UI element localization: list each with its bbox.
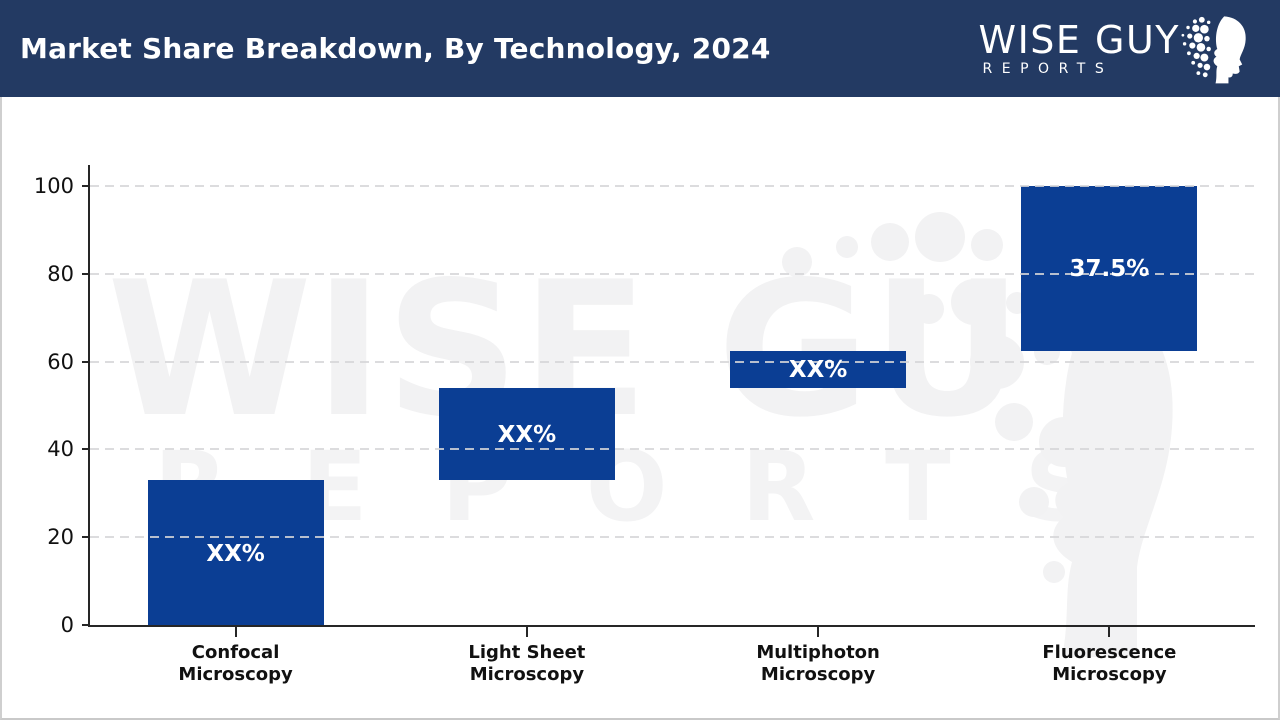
x-tick-multiphoton-microscopy bbox=[817, 627, 820, 637]
x-label-line: Confocal bbox=[191, 642, 280, 663]
bar-value-label-light-sheet-microscopy: XX% bbox=[497, 422, 557, 448]
chart-title: Market Share Breakdown, By Technology, 2… bbox=[20, 32, 771, 65]
gridline-100 bbox=[90, 185, 1255, 187]
wiseguy-logo-text: WISE GUY REPORTS bbox=[979, 21, 1180, 76]
y-tick-20 bbox=[82, 536, 90, 539]
y-tick-80 bbox=[82, 272, 90, 275]
bar-value-label-confocal-microscopy: XX% bbox=[206, 540, 265, 567]
x-axis-line bbox=[88, 625, 1255, 627]
x-tick-light-sheet-microscopy bbox=[525, 627, 528, 637]
x-label-line: Multiphoton bbox=[756, 642, 880, 663]
x-label-line: Microscopy bbox=[178, 664, 293, 685]
x-label-confocal-microscopy: Confocal Microscopy bbox=[116, 642, 356, 686]
x-tick-confocal-microscopy bbox=[234, 627, 237, 637]
bar-value-label-multiphoton-microscopy: XX% bbox=[788, 357, 848, 384]
y-tick-100 bbox=[82, 185, 90, 187]
x-label-line: Microscopy bbox=[760, 664, 876, 685]
gridline-40 bbox=[90, 448, 1255, 451]
gridline-60 bbox=[90, 360, 1255, 363]
bar-light-sheet-microscopy bbox=[438, 387, 615, 481]
y-tick-0 bbox=[82, 624, 90, 626]
x-label-line: Fluorescence bbox=[1042, 642, 1177, 663]
logo-wordmark: WISE GUY bbox=[978, 18, 1180, 62]
chart-area: WISE GUY REPORTS XX% Confocal Microscopy XX… bbox=[0, 97, 1280, 720]
watermark-layer: WISE GUY REPORTS bbox=[2, 97, 1278, 718]
y-axis-line bbox=[88, 165, 90, 627]
bar-fluorescence-microscopy bbox=[1021, 186, 1198, 351]
x-label-multiphoton-microscopy: Multiphoton Microscopy bbox=[698, 642, 938, 686]
wiseguy-logo: WISE GUY REPORTS bbox=[979, 8, 1262, 90]
logo-subtext: REPORTS bbox=[982, 61, 1114, 77]
x-label-line: Light Sheet bbox=[468, 642, 586, 663]
gridline-80 bbox=[90, 272, 1255, 275]
watermark-face-dots bbox=[782, 212, 1173, 657]
y-tick-60 bbox=[82, 360, 90, 363]
header-bar: Market Share Breakdown, By Technology, 2… bbox=[0, 0, 1280, 97]
wiseguy-face-icon bbox=[1181, 15, 1246, 83]
y-tick-40 bbox=[82, 448, 90, 451]
x-label-fluorescence-microscopy: Fluorescence Microscopy bbox=[989, 642, 1229, 686]
y-label-0: 0 bbox=[60, 613, 74, 637]
plot-region: XX% Confocal Microscopy XX% Light Sheet Micro… bbox=[2, 97, 1278, 718]
y-label-40: 40 bbox=[47, 437, 74, 462]
y-label-100: 100 bbox=[33, 174, 74, 198]
y-label-60: 60 bbox=[47, 349, 74, 374]
gridline-20 bbox=[90, 536, 1255, 539]
y-label-20: 20 bbox=[47, 525, 74, 550]
y-label-80: 80 bbox=[47, 261, 74, 286]
bar-confocal-microscopy bbox=[147, 480, 324, 625]
bar-multiphoton-microscopy bbox=[730, 350, 907, 388]
x-label-line: Microscopy bbox=[469, 664, 585, 685]
bar-value-label-fluorescence-microscopy: 37.5% bbox=[1069, 256, 1150, 283]
x-label-line: Microscopy bbox=[1052, 664, 1167, 685]
x-label-light-sheet-microscopy: Light Sheet Microscopy bbox=[407, 642, 647, 686]
x-tick-fluorescence-microscopy bbox=[1108, 627, 1111, 637]
